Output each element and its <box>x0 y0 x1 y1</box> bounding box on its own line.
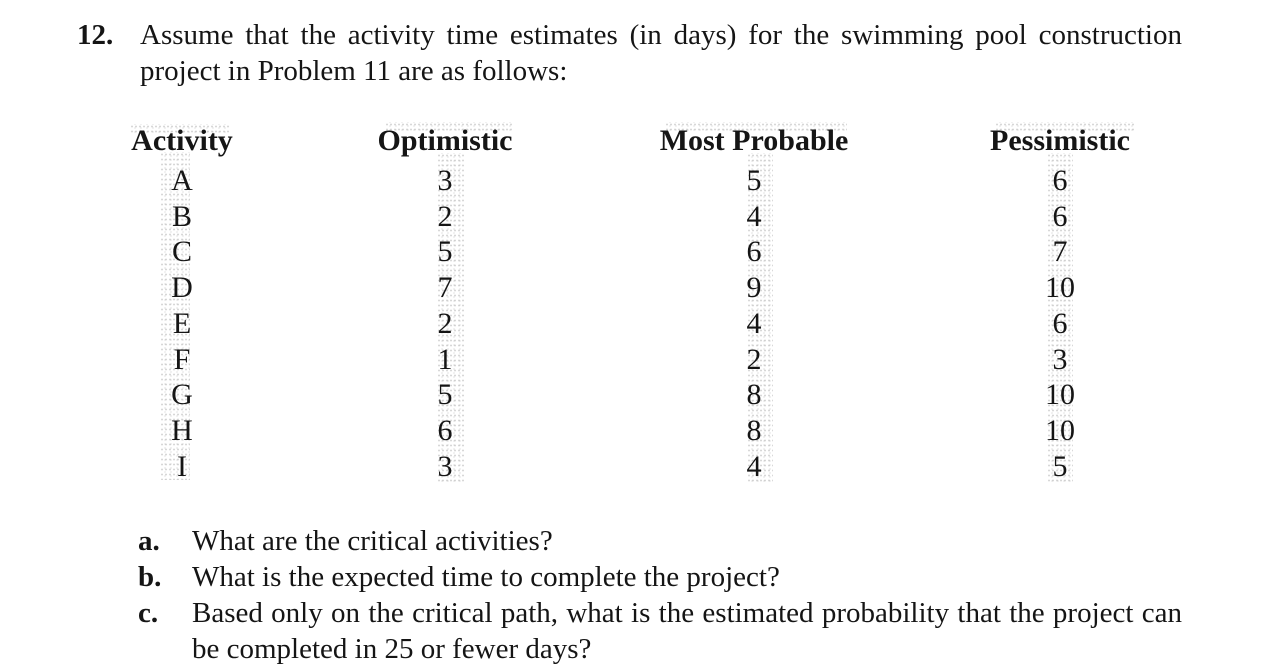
pessimistic-cell: 6 <box>1052 199 1068 233</box>
activity-cell: A <box>171 164 193 197</box>
activity-cell: F <box>173 342 191 376</box>
column-header-activity: Activity <box>131 124 233 157</box>
activity-cell: C <box>171 235 192 269</box>
activity-cell: B <box>171 199 192 233</box>
table-row: I 3 4 5 <box>120 449 1258 485</box>
pessimistic-cell: 10 <box>1045 378 1075 412</box>
activity-time-table: Activity Optimistic Most Probable Pessim… <box>120 123 1258 484</box>
table-header-row: Activity Optimistic Most Probable Pessim… <box>120 123 1258 159</box>
most-probable-cell: 6 <box>746 235 762 269</box>
question-text: Based only on the critical path, what is… <box>192 597 1182 665</box>
pessimistic-cell: 6 <box>1052 164 1068 197</box>
optimistic-cell: 5 <box>437 378 453 412</box>
column-header-pessimistic: Pessimistic <box>990 124 1130 157</box>
activity-cell: I <box>177 449 187 483</box>
question-b: b. What is the expected time to complete… <box>138 559 1184 595</box>
table-row: F 1 2 3 <box>120 342 1258 378</box>
column-header-optimistic: Optimistic <box>377 124 513 157</box>
question-text: What is the expected time to complete th… <box>192 561 780 593</box>
pessimistic-cell: 3 <box>1052 342 1068 376</box>
optimistic-cell: 1 <box>437 342 453 376</box>
problem-statement: Assume that the activity time estimates … <box>140 19 1182 87</box>
activity-cell: E <box>172 306 192 340</box>
optimistic-cell: 3 <box>437 449 453 483</box>
pessimistic-cell: 10 <box>1045 413 1075 447</box>
pessimistic-cell: 10 <box>1045 271 1075 305</box>
most-probable-cell: 4 <box>746 199 762 233</box>
table-row: G 5 8 10 <box>120 377 1258 413</box>
most-probable-cell: 4 <box>746 306 762 340</box>
optimistic-cell: 5 <box>437 235 453 269</box>
most-probable-cell: 2 <box>746 342 762 376</box>
optimistic-cell: 2 <box>437 199 453 233</box>
question-label: a. <box>138 525 160 557</box>
question-list: a. What are the critical activities? b. … <box>138 523 1184 667</box>
pessimistic-cell: 6 <box>1052 306 1068 340</box>
question-a: a. What are the critical activities? <box>138 523 1184 559</box>
table-row: H 6 8 10 <box>120 413 1258 449</box>
question-label: c. <box>138 597 159 629</box>
problem-number: 12. <box>77 19 114 51</box>
problem-block: 12. Assume that the activity time estima… <box>77 17 1185 89</box>
most-probable-cell: 4 <box>746 449 762 483</box>
activity-cell: D <box>171 271 193 305</box>
most-probable-cell: 8 <box>746 413 762 447</box>
optimistic-cell: 7 <box>437 271 453 305</box>
question-text: What are the critical activities? <box>192 525 553 557</box>
column-header-most-probable: Most Probable <box>659 124 849 157</box>
question-c: c. Based only on the critical path, what… <box>138 595 1184 667</box>
most-probable-cell: 8 <box>746 378 762 412</box>
pessimistic-cell: 5 <box>1052 449 1068 483</box>
optimistic-cell: 2 <box>437 306 453 340</box>
activity-cell: G <box>171 378 193 412</box>
most-probable-cell: 5 <box>746 164 762 197</box>
table-row: A 3 5 6 <box>120 163 1258 199</box>
question-label: b. <box>138 561 162 593</box>
optimistic-cell: 3 <box>437 164 453 197</box>
optimistic-cell: 6 <box>437 413 453 447</box>
table-row: E 2 4 6 <box>120 306 1258 342</box>
table-row: C 5 6 7 <box>120 234 1258 270</box>
pessimistic-cell: 7 <box>1052 235 1068 269</box>
table-row: D 7 9 10 <box>120 270 1258 306</box>
activity-cell: H <box>171 413 193 447</box>
table-row: B 2 4 6 <box>120 199 1258 235</box>
table-body: A 3 5 6 B 2 4 6 C 5 6 7 D 7 9 10 <box>120 163 1258 484</box>
most-probable-cell: 9 <box>746 271 762 305</box>
